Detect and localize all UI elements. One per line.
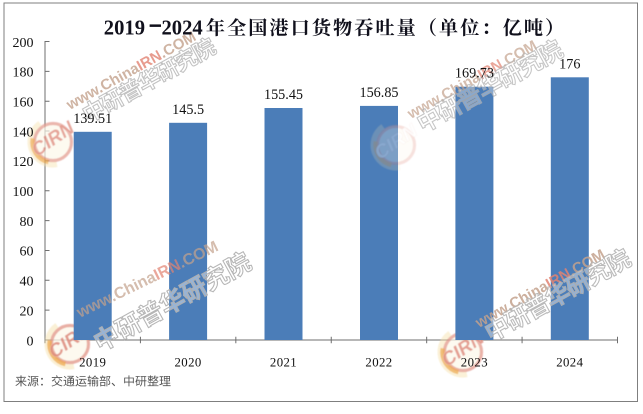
svg-text:139.51: 139.51 [73, 111, 112, 127]
svg-text:176: 176 [559, 56, 580, 72]
svg-text:156.85: 156.85 [359, 85, 398, 101]
svg-text:2019: 2019 [79, 356, 106, 370]
svg-text:80: 80 [20, 215, 34, 230]
svg-text:40: 40 [20, 275, 34, 290]
svg-text:2022: 2022 [365, 356, 392, 370]
svg-text:160: 160 [13, 95, 34, 110]
svg-text:169.73: 169.73 [455, 66, 494, 82]
svg-text:100: 100 [13, 185, 34, 200]
svg-text:2020: 2020 [174, 356, 201, 370]
svg-text:2023: 2023 [461, 356, 488, 370]
svg-text:120: 120 [13, 155, 34, 170]
svg-text:0: 0 [27, 334, 34, 349]
svg-text:2024: 2024 [556, 356, 583, 370]
svg-text:2024: 2024 [162, 18, 203, 40]
svg-text:200: 200 [13, 36, 34, 51]
svg-text:140: 140 [13, 125, 34, 140]
svg-text:155.45: 155.45 [264, 87, 303, 103]
svg-text:2021: 2021 [270, 356, 297, 370]
svg-text:60: 60 [20, 245, 34, 260]
svg-text:20: 20 [20, 304, 34, 319]
svg-text:2019: 2019 [104, 18, 145, 40]
svg-text:180: 180 [13, 66, 34, 81]
svg-text:145.5: 145.5 [172, 102, 204, 118]
